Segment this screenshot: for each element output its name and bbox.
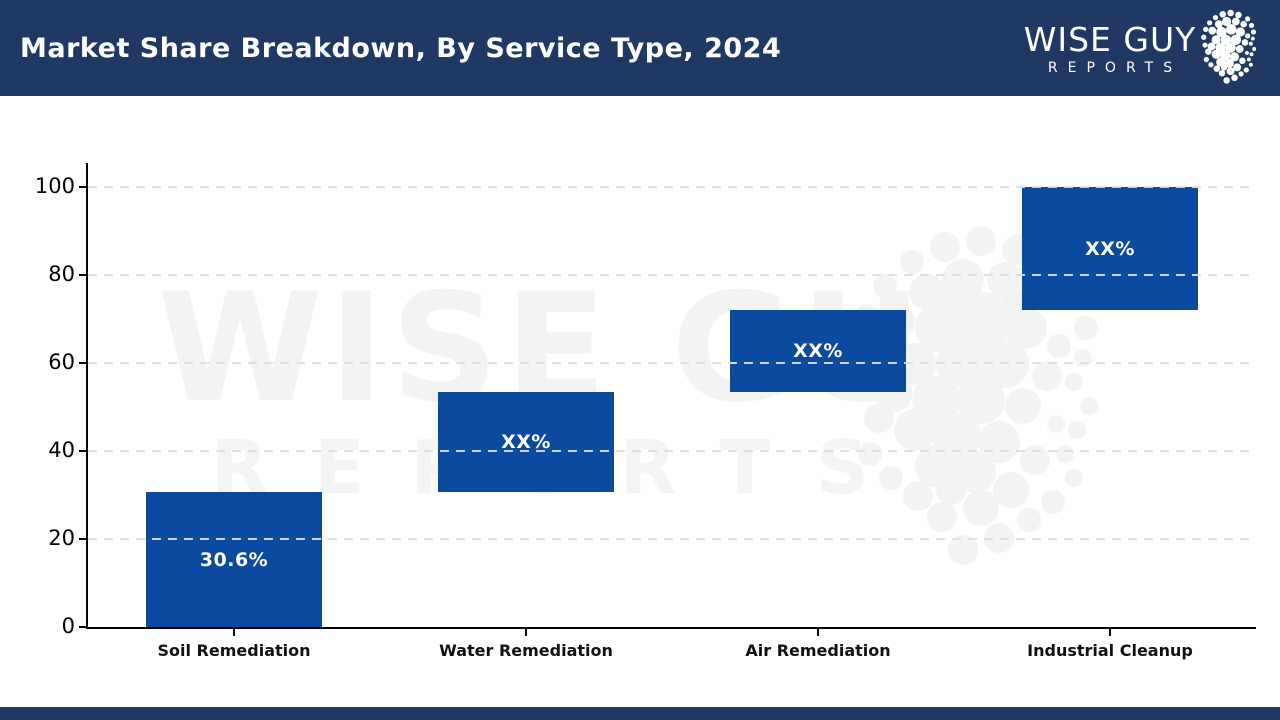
logo-wordmark: WISE GUY — [1023, 20, 1197, 59]
bar-industrial-cleanup: XX% — [1022, 187, 1198, 311]
x-axis-label-2: Water Remediation — [439, 641, 613, 660]
y-tick-100 — [79, 186, 87, 188]
y-axis-label-60: 60 — [48, 350, 75, 374]
footer-band — [0, 707, 1280, 720]
chart-title: Market Share Breakdown, By Service Type,… — [20, 32, 782, 64]
y-axis-label-20: 20 — [48, 526, 75, 550]
logo-subtitle: REPORTS — [1047, 60, 1183, 76]
x-axis-label-1: Soil Remediation — [157, 641, 311, 660]
bar-value-label: XX% — [1085, 237, 1135, 260]
logo-text: WISE GUY REPORTS — [1022, 20, 1198, 77]
y-axis-label-0: 0 — [61, 614, 75, 638]
x-tick-4 — [1109, 629, 1111, 636]
gridline-100 — [88, 186, 1256, 188]
y-tick-80 — [79, 274, 87, 276]
x-tick-2 — [525, 629, 527, 636]
y-tick-0 — [79, 626, 87, 628]
y-axis-line — [86, 163, 88, 629]
y-axis-label-100: 100 — [34, 174, 75, 198]
dotted-face-logo-icon — [1201, 9, 1257, 84]
gridline-80 — [88, 274, 1256, 276]
bar-soil-remediation: 30.6% — [146, 492, 322, 627]
gridline-60 — [88, 362, 1256, 364]
y-tick-60 — [79, 362, 87, 364]
gridline-40 — [88, 450, 1256, 452]
bar-value-label: XX% — [793, 339, 843, 362]
gridline-20 — [88, 538, 1256, 540]
x-tick-3 — [817, 629, 819, 636]
bar-water-remediation: XX% — [438, 391, 614, 493]
x-axis-label-4: Industrial Cleanup — [1027, 641, 1193, 660]
x-tick-1 — [233, 629, 235, 636]
y-tick-20 — [79, 538, 87, 540]
bar-value-label: XX% — [501, 430, 551, 453]
y-axis-label-40: 40 — [48, 438, 75, 462]
y-axis-label-80: 80 — [48, 262, 75, 286]
y-tick-40 — [79, 450, 87, 452]
x-axis-line — [86, 627, 1256, 629]
header-band: Market Share Breakdown, By Service Type,… — [0, 0, 1280, 96]
bar-value-label: 30.6% — [199, 548, 269, 571]
x-axis-label-3: Air Remediation — [745, 641, 891, 660]
bar-air-remediation: XX% — [730, 310, 906, 392]
wise-guy-reports-logo: WISE GUY REPORTS — [1022, 6, 1262, 94]
